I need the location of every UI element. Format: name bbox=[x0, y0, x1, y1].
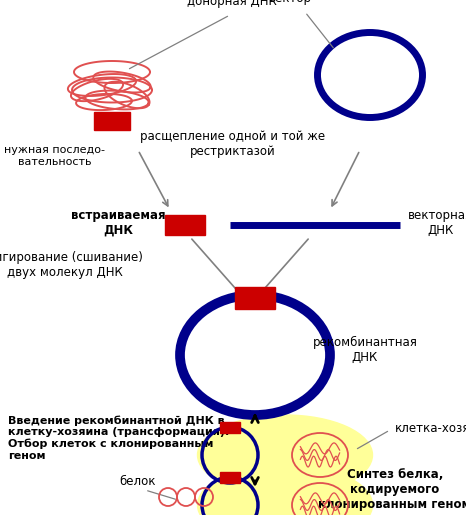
Text: расщепление одной и той же
рестриктазой: расщепление одной и той же рестриктазой bbox=[140, 130, 326, 158]
Ellipse shape bbox=[198, 415, 372, 495]
Text: встраиваемая
ДНК: встраиваемая ДНК bbox=[71, 209, 165, 237]
Text: донорная ДНК: донорная ДНК bbox=[187, 0, 277, 8]
Text: Введение рекомбинантной ДНК в
клетку-хозяина (трансформация).
Отбор клеток с кло: Введение рекомбинантной ДНК в клетку-хоз… bbox=[8, 415, 229, 461]
Text: лигирование (сшивание)
двух молекул ДНК: лигирование (сшивание) двух молекул ДНК bbox=[0, 251, 143, 279]
Text: векторная
ДНК: векторная ДНК bbox=[407, 209, 466, 237]
Ellipse shape bbox=[198, 465, 372, 515]
Bar bbox=[220, 472, 240, 483]
Text: Синтез белка,
кодируемого
клонированным геном: Синтез белка, кодируемого клонированным … bbox=[318, 468, 466, 511]
Text: белок: белок bbox=[120, 475, 156, 488]
Bar bbox=[94, 112, 130, 130]
Bar bbox=[165, 215, 205, 235]
Bar bbox=[220, 422, 240, 433]
Text: рекомбинантная
ДНК: рекомбинантная ДНК bbox=[313, 336, 418, 364]
Text: клетка-хозяин: клетка-хозяин bbox=[395, 421, 466, 435]
Text: нужная последо-
вательность: нужная последо- вательность bbox=[5, 145, 105, 166]
Bar bbox=[235, 287, 275, 309]
Text: клонирующий
вектор: клонирующий вектор bbox=[246, 0, 334, 5]
